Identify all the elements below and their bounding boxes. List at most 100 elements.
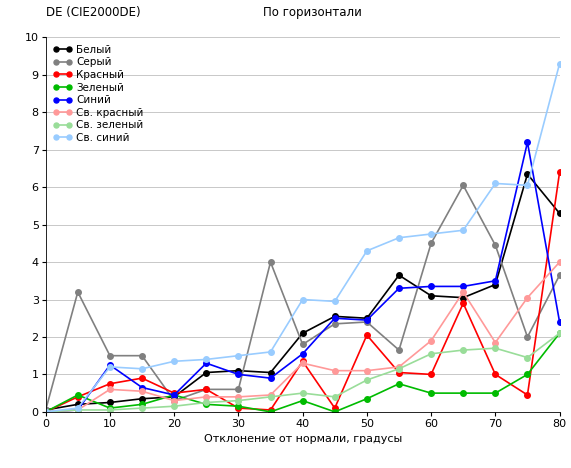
Серый — [267, 259, 274, 265]
Серый — [492, 242, 499, 248]
Синий — [171, 392, 178, 398]
Св. зеленый — [428, 351, 435, 357]
Красный — [74, 394, 81, 400]
Зеленый — [299, 398, 306, 403]
Красный — [267, 407, 274, 413]
Св. красный — [331, 368, 338, 373]
Красный — [107, 381, 114, 387]
Белый — [524, 171, 531, 177]
Красный — [42, 409, 49, 415]
Св. зеленый — [299, 390, 306, 396]
Св. зеленый — [235, 398, 242, 403]
Св. зеленый — [267, 394, 274, 400]
Св. синий — [171, 358, 178, 364]
Зеленый — [235, 403, 242, 409]
Text: По горизонтали: По горизонтали — [263, 6, 363, 19]
Зеленый — [460, 390, 467, 396]
Св. зеленый — [107, 407, 114, 413]
Line: Синий: Синий — [43, 139, 562, 415]
Белый — [42, 407, 49, 413]
Зеленый — [107, 405, 114, 411]
Белый — [235, 368, 242, 373]
Св. синий — [428, 231, 435, 237]
Зеленый — [524, 372, 531, 377]
Св. красный — [235, 394, 242, 400]
Красный — [331, 405, 338, 411]
Св. синий — [524, 183, 531, 188]
Синий — [460, 284, 467, 289]
Св. красный — [107, 387, 114, 392]
Зеленый — [74, 392, 81, 398]
Синий — [299, 351, 306, 357]
Белый — [139, 396, 146, 402]
Зеленый — [171, 392, 178, 398]
Белый — [396, 272, 403, 278]
Line: Серый: Серый — [43, 183, 562, 413]
Line: Зеленый: Зеленый — [43, 330, 562, 415]
Св. синий — [74, 405, 81, 411]
Св. синий — [139, 366, 146, 372]
Серый — [107, 353, 114, 358]
Text: DE (CIE2000DE): DE (CIE2000DE) — [46, 6, 140, 19]
Legend: Белый, Серый, Красный, Зеленый, Синий, Св. красный, Св. зеленый, Св. синий: Белый, Серый, Красный, Зеленый, Синий, С… — [51, 43, 146, 145]
Синий — [139, 385, 146, 390]
Красный — [364, 332, 371, 338]
Белый — [364, 315, 371, 321]
Св. зеленый — [203, 400, 210, 405]
Св. зеленый — [171, 403, 178, 409]
Синий — [331, 315, 338, 321]
Св. синий — [460, 227, 467, 233]
Св. синий — [267, 349, 274, 355]
Св. красный — [267, 392, 274, 398]
Св. красный — [299, 360, 306, 366]
Серый — [139, 353, 146, 358]
Серый — [331, 321, 338, 327]
Серый — [42, 407, 49, 413]
X-axis label: Отклонение от нормали, градусы: Отклонение от нормали, градусы — [203, 434, 402, 444]
Красный — [428, 372, 435, 377]
Св. красный — [74, 407, 81, 413]
Св. зеленый — [460, 347, 467, 353]
Св. красный — [364, 368, 371, 373]
Красный — [139, 375, 146, 381]
Красный — [524, 392, 531, 398]
Красный — [203, 387, 210, 392]
Синий — [74, 407, 81, 413]
Красный — [460, 300, 467, 306]
Св. красный — [203, 394, 210, 400]
Св. зеленый — [139, 405, 146, 411]
Синий — [107, 362, 114, 368]
Зеленый — [267, 409, 274, 415]
Серый — [203, 387, 210, 392]
Белый — [74, 402, 81, 407]
Красный — [299, 358, 306, 364]
Синий — [267, 375, 274, 381]
Line: Св. зеленый: Св. зеленый — [43, 330, 562, 415]
Зеленый — [139, 402, 146, 407]
Серый — [524, 334, 531, 340]
Синий — [42, 409, 49, 415]
Св. синий — [107, 364, 114, 370]
Серый — [460, 183, 467, 188]
Зеленый — [492, 390, 499, 396]
Св. зеленый — [364, 377, 371, 383]
Синий — [428, 284, 435, 289]
Св. красный — [524, 295, 531, 300]
Св. красный — [556, 259, 563, 265]
Зеленый — [203, 402, 210, 407]
Зеленый — [396, 381, 403, 387]
Красный — [396, 370, 403, 375]
Св. красный — [460, 289, 467, 295]
Серый — [364, 319, 371, 325]
Белый — [492, 282, 499, 287]
Св. красный — [492, 340, 499, 345]
Серый — [396, 347, 403, 353]
Синий — [556, 319, 563, 325]
Line: Св. красный: Св. красный — [43, 259, 562, 415]
Белый — [107, 400, 114, 405]
Серый — [428, 241, 435, 246]
Св. красный — [428, 338, 435, 344]
Св. синий — [203, 357, 210, 362]
Зеленый — [428, 390, 435, 396]
Св. зеленый — [331, 394, 338, 400]
